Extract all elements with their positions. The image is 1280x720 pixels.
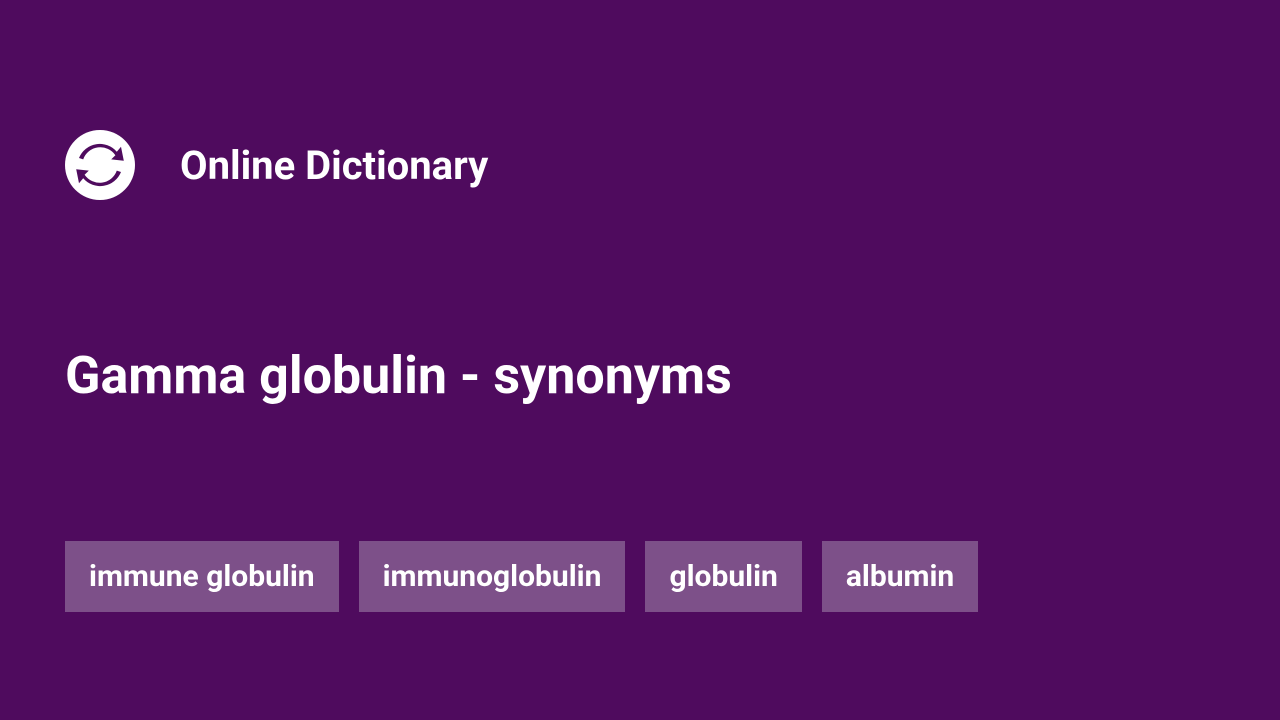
entry-title: Gamma globulin - synonyms (65, 345, 1215, 406)
site-title: Online Dictionary (180, 142, 488, 189)
synonym-chip[interactable]: albumin (822, 541, 978, 612)
refresh-icon (65, 130, 135, 200)
header: Online Dictionary (65, 130, 1215, 200)
synonyms-list: immune globulin immunoglobulin globulin … (65, 541, 1215, 612)
synonym-chip[interactable]: immune globulin (65, 541, 339, 612)
page-container: Online Dictionary Gamma globulin - synon… (0, 0, 1280, 612)
synonym-chip[interactable]: globulin (645, 541, 801, 612)
synonym-chip[interactable]: immunoglobulin (359, 541, 626, 612)
